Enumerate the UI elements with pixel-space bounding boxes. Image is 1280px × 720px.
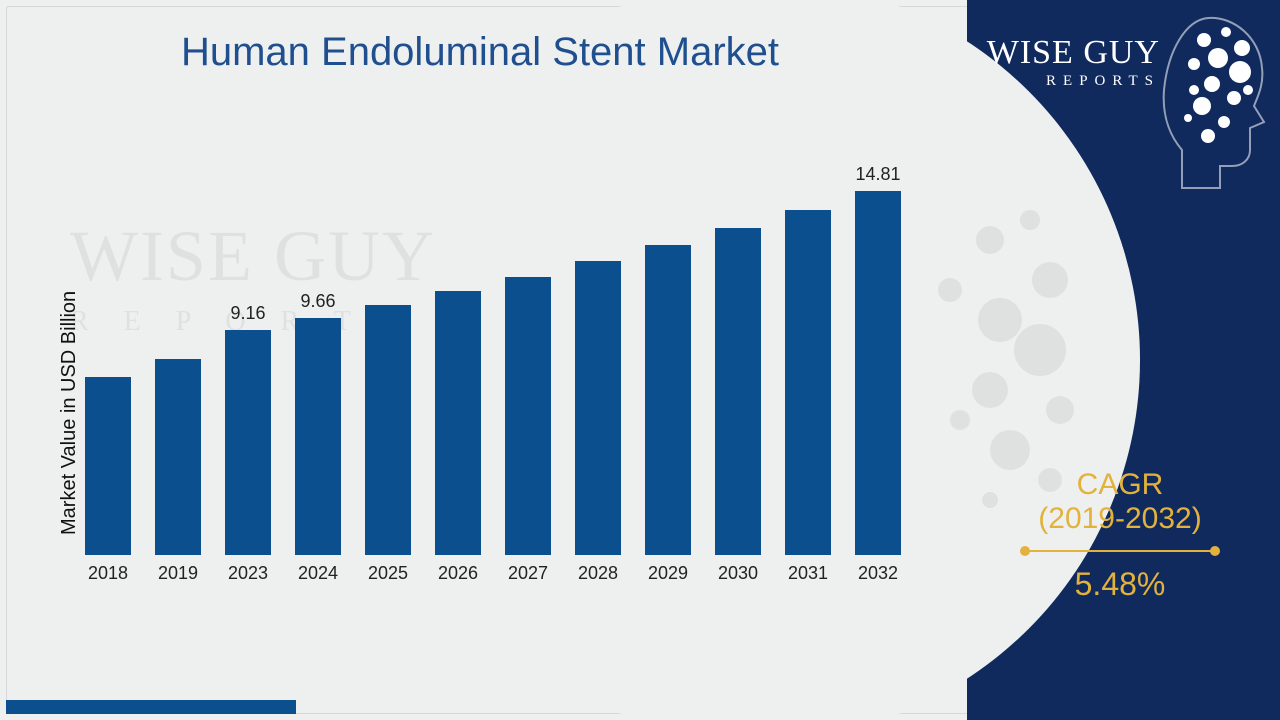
- x-tick-label: 2019: [158, 563, 198, 584]
- brand-name-top: WISE GUY: [987, 36, 1160, 70]
- brand-logo: WISE GUY REPORTS: [987, 36, 1160, 89]
- bar: [225, 330, 271, 555]
- bar: [785, 210, 831, 555]
- bar-value-label: 14.81: [855, 164, 900, 185]
- brand-head-icon: [1154, 10, 1274, 190]
- bar: [645, 245, 691, 555]
- cagr-value: 5.48%: [980, 566, 1260, 603]
- bar: [85, 377, 131, 555]
- x-tick-label: 2027: [508, 563, 548, 584]
- bar: [435, 291, 481, 555]
- bar: [505, 277, 551, 555]
- bar: [575, 261, 621, 555]
- chart-canvas: WISE GUYR E P O R T S Human Endoluminal …: [0, 0, 1280, 720]
- x-tick-label: 2030: [718, 563, 758, 584]
- bar: [855, 191, 901, 555]
- x-tick-label: 2031: [788, 563, 828, 584]
- bar: [365, 305, 411, 555]
- footer-stripe: [6, 700, 296, 714]
- cagr-box: CAGR (2019-2032) 5.48%: [980, 468, 1260, 603]
- bar: [155, 359, 201, 555]
- x-tick-label: 2023: [228, 563, 268, 584]
- x-tick-label: 2026: [438, 563, 478, 584]
- x-tick-label: 2032: [858, 563, 898, 584]
- bar-plot-area: 2018201920239.1620249.662025202620272028…: [85, 150, 915, 555]
- cagr-range: (2019-2032): [980, 502, 1260, 536]
- brand-name-bottom: REPORTS: [987, 74, 1160, 89]
- bar: [715, 228, 761, 555]
- bar: [295, 318, 341, 555]
- cagr-title: CAGR: [980, 468, 1260, 502]
- chart-title: Human Endoluminal Stent Market: [0, 30, 960, 75]
- x-tick-label: 2024: [298, 563, 338, 584]
- y-axis-label: Market Value in USD Billion: [58, 291, 81, 535]
- cagr-divider: [1025, 550, 1215, 552]
- x-tick-label: 2029: [648, 563, 688, 584]
- x-tick-label: 2028: [578, 563, 618, 584]
- bar-value-label: 9.16: [230, 303, 265, 324]
- x-tick-label: 2025: [368, 563, 408, 584]
- bar-value-label: 9.66: [300, 291, 335, 312]
- x-tick-label: 2018: [88, 563, 128, 584]
